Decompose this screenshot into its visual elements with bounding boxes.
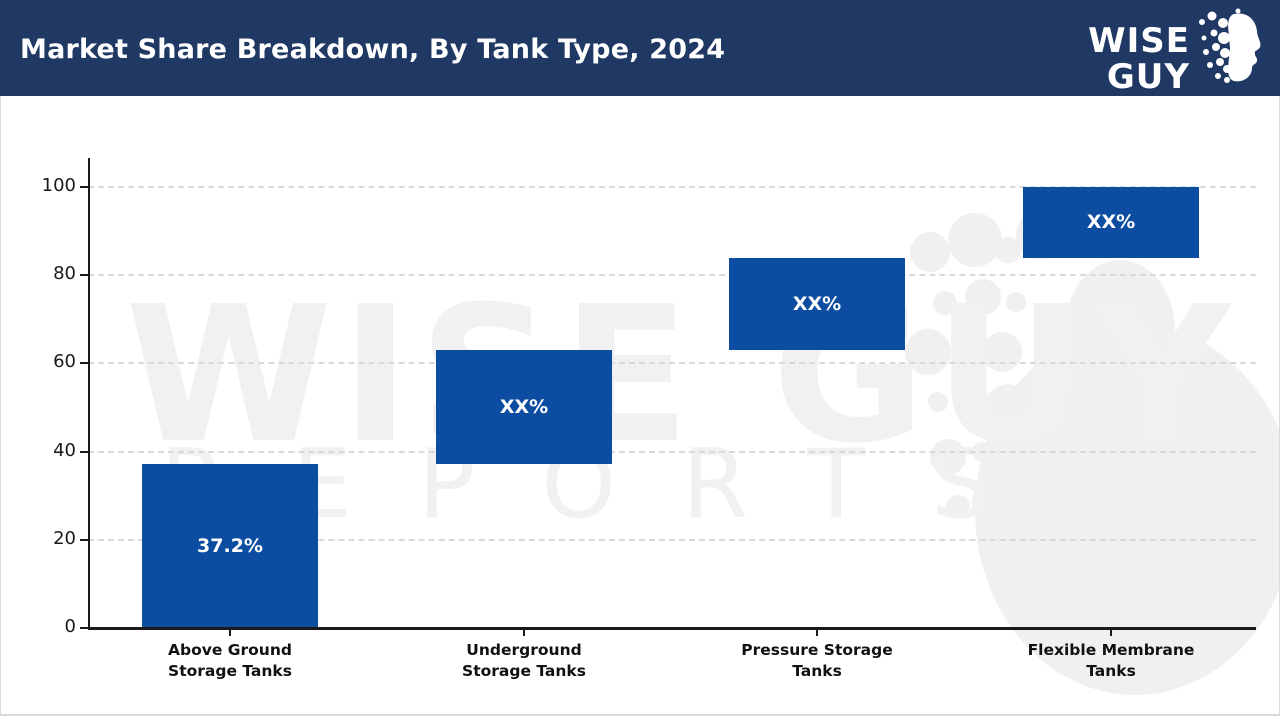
x-axis-tick: [523, 630, 525, 636]
y-tick-label: 40: [53, 439, 76, 461]
watermark-text-line1: WISE GUY: [125, 266, 1239, 485]
y-tick-label: 80: [53, 263, 76, 285]
logo-wordmark: WISE GUY: [1088, 21, 1190, 97]
gridline-y60: [88, 362, 1256, 365]
category-label-2: Underground Storage Tanks: [414, 640, 634, 682]
category-label-line: Tanks: [1086, 661, 1136, 680]
category-label-line: Above Ground: [168, 641, 292, 659]
category-label-3: Pressure Storage Tanks: [707, 640, 927, 682]
category-label-line: Tanks: [792, 661, 842, 680]
gridline-y40: [88, 450, 1256, 453]
header-bar: Market Share Breakdown, By Tank Type, 20…: [0, 0, 1280, 111]
y-axis-line: [88, 158, 90, 629]
bar-value-label: XX%: [792, 292, 842, 315]
y-axis-tick: [80, 186, 88, 188]
bar-value-label: XX%: [1086, 211, 1136, 234]
y-axis-tick: [80, 538, 88, 541]
category-label-1: Above Ground Storage Tanks: [120, 640, 340, 682]
x-axis-tick: [816, 630, 818, 636]
bar-segment-3: XX%: [729, 257, 905, 351]
bar-segment-1: 37.2%: [142, 463, 318, 628]
y-axis-tick: [80, 450, 88, 453]
gridline-y100: [88, 186, 1256, 188]
y-tick-label: 60: [53, 351, 76, 373]
logo-text: WISE GUY REPORTS: [1012, 21, 1190, 111]
page-title: Market Share Breakdown, By Tank Type, 20…: [20, 34, 726, 65]
category-label-4: Flexible Membrane Tanks: [1001, 640, 1221, 682]
category-label-line: Pressure Storage: [741, 641, 893, 659]
category-label-line: Flexible Membrane: [1027, 641, 1195, 659]
category-label-line: Storage Tanks: [168, 661, 292, 680]
category-label-line: Storage Tanks: [462, 661, 586, 680]
bar-value-label: XX%: [499, 396, 549, 419]
y-tick-label: 20: [53, 527, 76, 549]
y-tick-label: 100: [41, 175, 76, 196]
wise-guy-logo: WISE GUY REPORTS: [1012, 6, 1262, 111]
category-label-line: Underground: [466, 641, 582, 659]
y-axis-tick: [80, 627, 88, 629]
logo-subtitle: REPORTS: [1080, 97, 1199, 112]
gridline-y20: [88, 538, 1256, 541]
y-axis-tick: [80, 362, 88, 365]
logo-face-icon: [1199, 8, 1261, 83]
bar-value-label: 37.2%: [197, 534, 263, 557]
x-axis-tick: [229, 630, 231, 636]
x-axis-line: [88, 627, 1256, 630]
bar-segment-2: XX%: [436, 350, 612, 464]
y-axis-tick: [80, 274, 88, 277]
x-axis-tick: [1110, 630, 1112, 636]
bar-segment-4: XX%: [1023, 187, 1199, 258]
y-tick-label: 0: [64, 616, 76, 637]
gridline-y80: [88, 274, 1256, 277]
